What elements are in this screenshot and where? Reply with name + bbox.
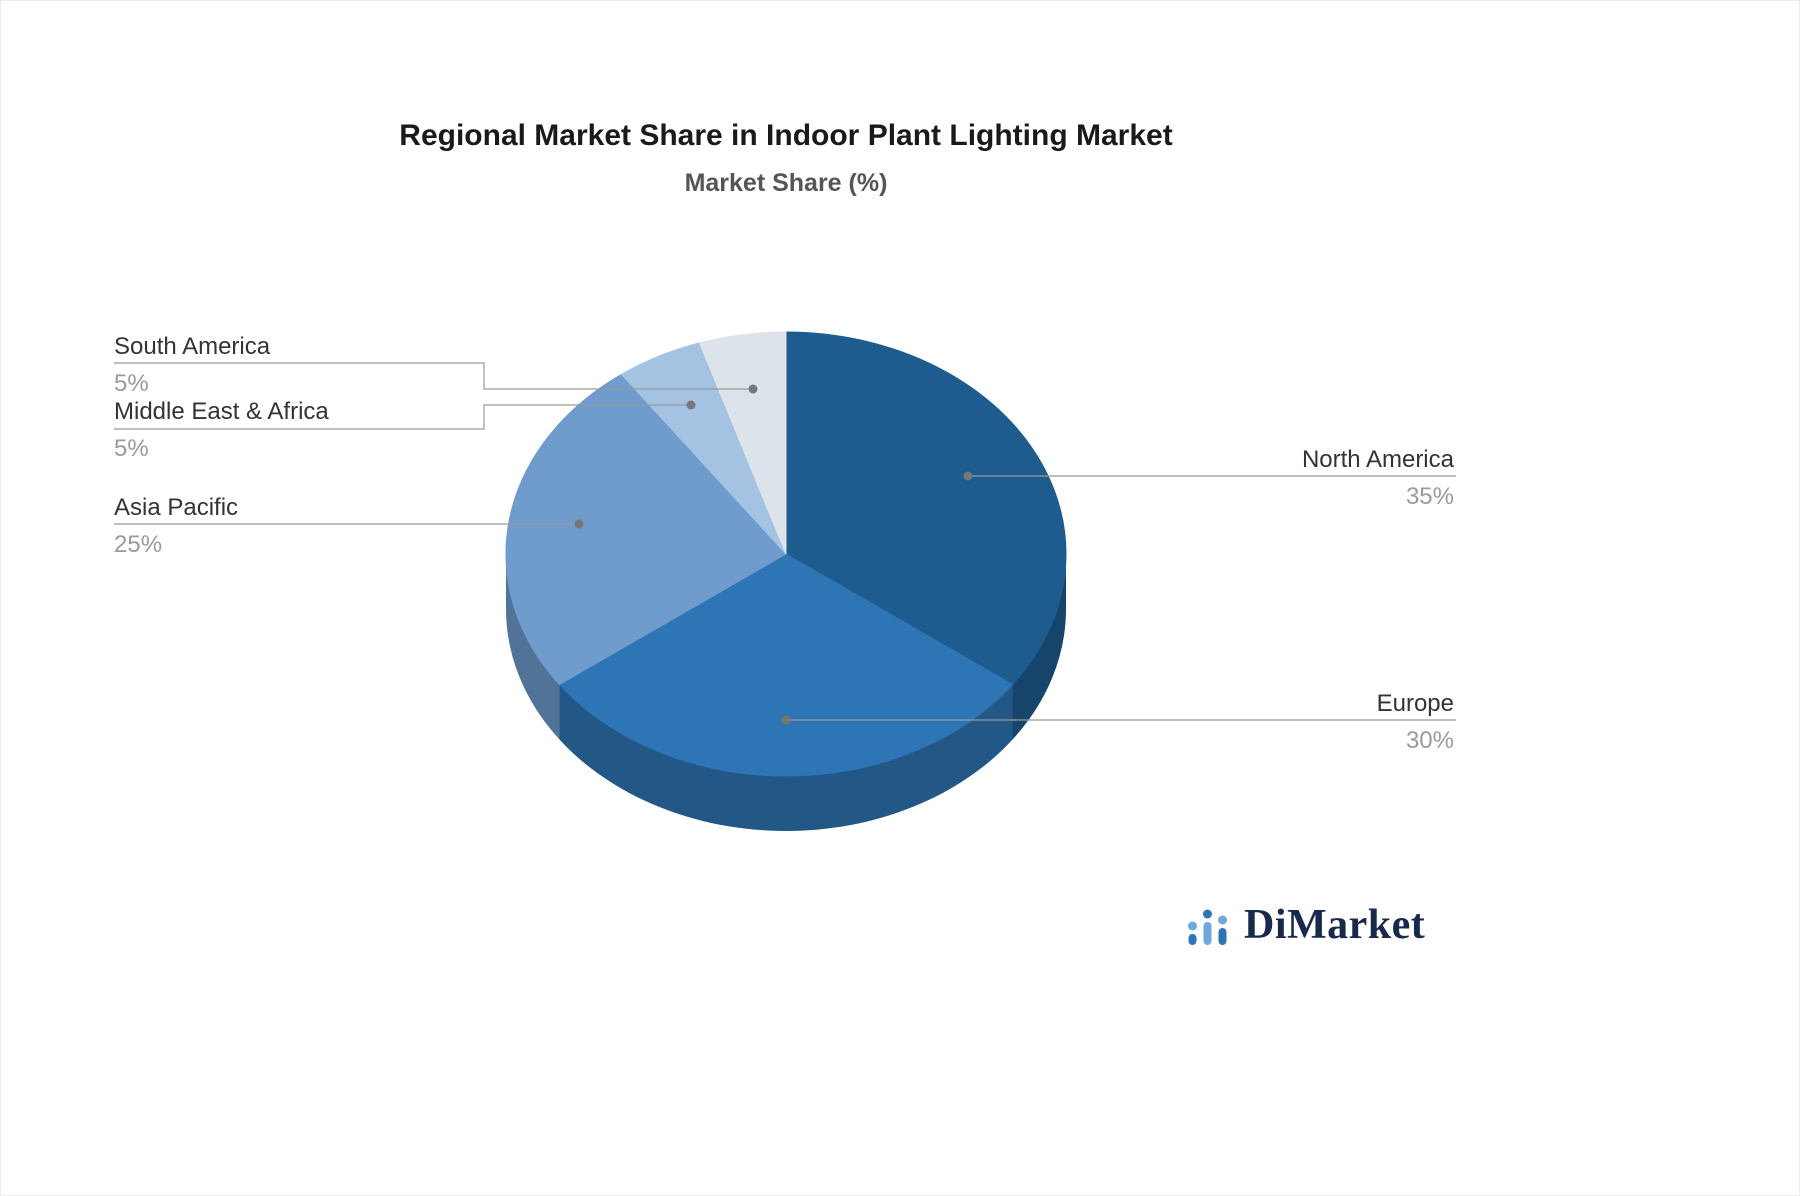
chart-title: Regional Market Share in Indoor Plant Li… xyxy=(399,119,1173,152)
pie-slice-asia-pacific xyxy=(505,373,787,686)
brand-name: DiMarket xyxy=(1244,902,1426,948)
pie-slice-side-north-america xyxy=(1012,554,1066,740)
pie-slice-side-europe xyxy=(559,684,1013,832)
leader-dot-north-america xyxy=(963,471,973,481)
label-south-america: South America 5% xyxy=(114,332,270,399)
pie-slice-south-america xyxy=(698,331,787,555)
label-south-america-value: 5% xyxy=(114,370,149,397)
label-north-america: North America 35% xyxy=(1302,445,1454,512)
leader-line-middle-east-africa xyxy=(114,404,691,430)
pie-slice-north-america xyxy=(785,331,1067,686)
label-europe: Europe 30% xyxy=(1377,689,1454,756)
leader-line-south-america xyxy=(114,362,753,390)
leader-dot-europe xyxy=(781,715,791,725)
label-north-america-value: 35% xyxy=(1405,483,1454,510)
brand-logo: DiMarket xyxy=(1184,901,1425,949)
label-asia-pacific-name: Asia Pacific xyxy=(114,494,239,521)
label-europe-value: 30% xyxy=(1405,727,1454,754)
label-asia-pacific: Asia Pacific 25% xyxy=(114,493,238,560)
label-north-america-name: North America xyxy=(1301,446,1454,473)
bar-chart-logo-icon xyxy=(1188,909,1227,945)
label-europe-name: Europe xyxy=(1376,690,1454,717)
leader-dot-asia-pacific xyxy=(574,519,584,529)
label-middle-east-africa: Middle East & Africa 5% xyxy=(114,397,329,464)
label-asia-pacific-value: 25% xyxy=(114,531,163,558)
chart-subtitle: Market Share (%) xyxy=(684,169,888,197)
label-middle-east-africa-value: 5% xyxy=(114,435,149,462)
pie-slice-side-asia-pacific xyxy=(506,554,560,740)
leader-dot-south-america xyxy=(748,384,758,394)
label-middle-east-africa-name: Middle East & Africa xyxy=(114,398,329,425)
label-south-america-name: South America xyxy=(114,333,271,360)
leader-dot-middle-east-africa xyxy=(686,400,696,410)
